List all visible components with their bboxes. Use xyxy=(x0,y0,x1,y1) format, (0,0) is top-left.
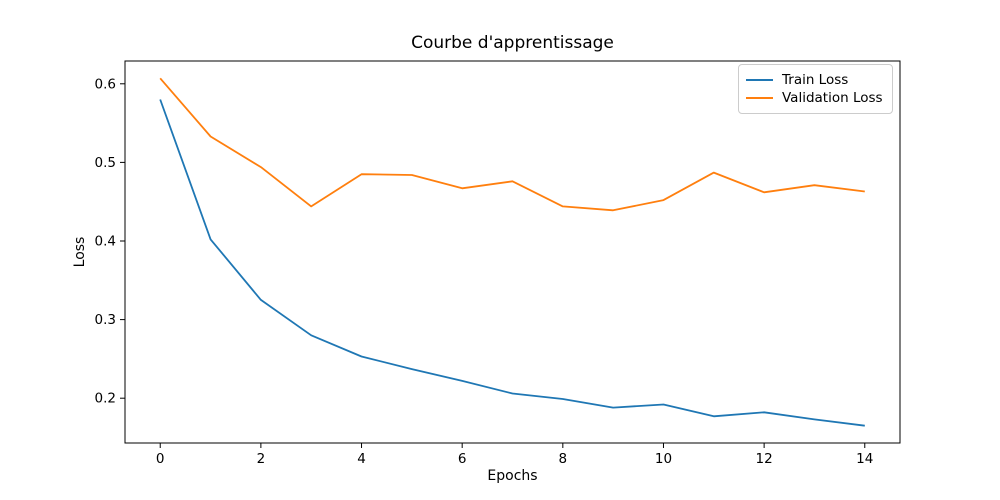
y-tick-label: 0.5 xyxy=(95,155,116,171)
y-tick-label: 0.3 xyxy=(95,312,116,328)
legend-label-train-loss: Train Loss xyxy=(782,71,849,88)
x-tick-label: 10 xyxy=(655,451,672,467)
x-tick-label: 0 xyxy=(156,451,165,467)
chart-title: Courbe d'apprentissage xyxy=(411,33,614,53)
y-axis-label: Loss xyxy=(72,236,88,268)
plot-border xyxy=(124,60,901,444)
x-tick-label: 4 xyxy=(357,451,366,467)
legend-label-validation-loss: Validation Loss xyxy=(782,89,883,106)
x-tick-label: 2 xyxy=(257,451,266,467)
x-tick-label: 8 xyxy=(559,451,568,467)
y-tick-label: 0.2 xyxy=(95,391,116,407)
y-tick-label: 0.6 xyxy=(95,76,116,92)
legend-entry-validation-loss: Validation Loss xyxy=(746,89,884,107)
y-tick-label: 0.4 xyxy=(95,233,116,249)
legend-entry-train-loss: Train Loss xyxy=(746,71,884,89)
train-loss-line xyxy=(159,99,865,427)
validation-loss-line-swatch xyxy=(746,97,773,99)
validation-loss-line xyxy=(159,77,865,212)
legend: Train Loss Validation Loss xyxy=(738,64,893,114)
train-loss-line-swatch xyxy=(746,79,773,81)
x-tick-label: 12 xyxy=(756,451,773,467)
x-tick-label: 6 xyxy=(458,451,467,467)
x-axis-label: Epochs xyxy=(487,468,538,484)
x-tick-label: 14 xyxy=(856,451,873,467)
